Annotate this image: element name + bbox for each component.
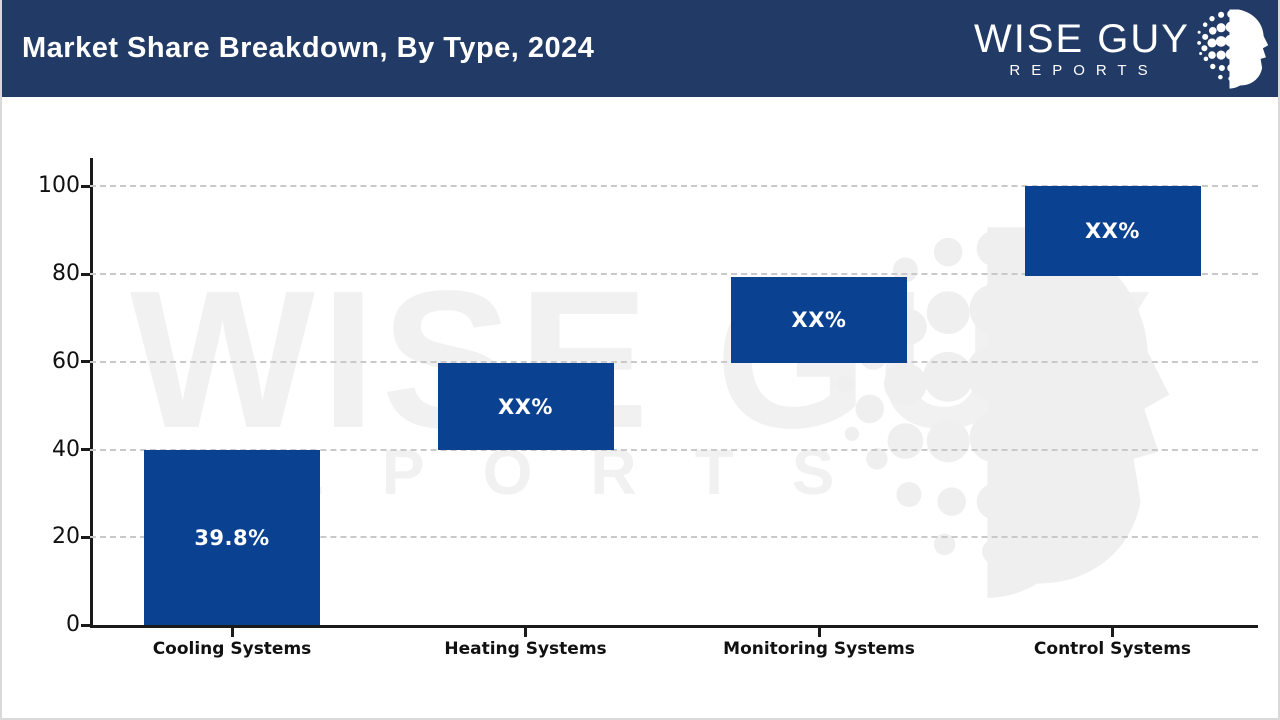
bar-value-label: XX% (498, 394, 553, 419)
logo-wordmark: WISE GUY REPORTS (974, 18, 1190, 79)
y-tick-label: 100 (38, 173, 80, 199)
gridline (90, 448, 1258, 451)
y-tick-mark (81, 448, 90, 452)
bar: XX% (1024, 186, 1201, 277)
gridline (90, 185, 1258, 188)
x-tick-mark (230, 628, 234, 637)
gridline (90, 360, 1258, 363)
y-tick-mark (81, 272, 90, 276)
bar-value-label: 39.8% (194, 525, 270, 550)
y-tick-label: 60 (52, 348, 80, 374)
y-tick-mark (81, 184, 90, 188)
category-label: Heating Systems (444, 639, 607, 659)
gridline (90, 273, 1258, 276)
gridline (90, 536, 1258, 539)
y-tick-label: 40 (52, 436, 80, 462)
brand-logo: WISE GUY REPORTS (974, 8, 1278, 90)
bar-value-label: XX% (791, 307, 847, 332)
x-tick-mark (524, 628, 527, 637)
x-tick-mark (817, 628, 821, 637)
y-tick-label: 80 (52, 261, 80, 287)
x-axis-line (90, 625, 1258, 628)
y-tick-mark (81, 623, 90, 627)
y-tick-label: 0 (66, 612, 80, 637)
y-tick-mark (81, 535, 90, 539)
logo-dotted-head-icon (1197, 9, 1269, 88)
category-label: Monitoring Systems (723, 639, 915, 659)
header-bar: Market Share Breakdown, By Type, 2024 WI… (2, 0, 1278, 97)
x-tick-mark (1111, 628, 1114, 637)
bar-value-label: XX% (1085, 219, 1140, 244)
category-label: Cooling Systems (152, 639, 312, 659)
logo-wordmark-line2: REPORTS (1009, 62, 1159, 79)
y-axis-line (90, 158, 93, 628)
logo-wordmark-line1: WISE GUY (973, 17, 1190, 61)
bar: XX% (731, 277, 907, 363)
bar: XX% (437, 362, 614, 451)
category-label: Control Systems (1033, 639, 1192, 659)
page-title: Market Share Breakdown, By Type, 2024 (22, 32, 595, 64)
y-tick-mark (81, 360, 90, 364)
y-tick-label: 20 (52, 524, 80, 550)
bar: 39.8% (144, 450, 320, 625)
